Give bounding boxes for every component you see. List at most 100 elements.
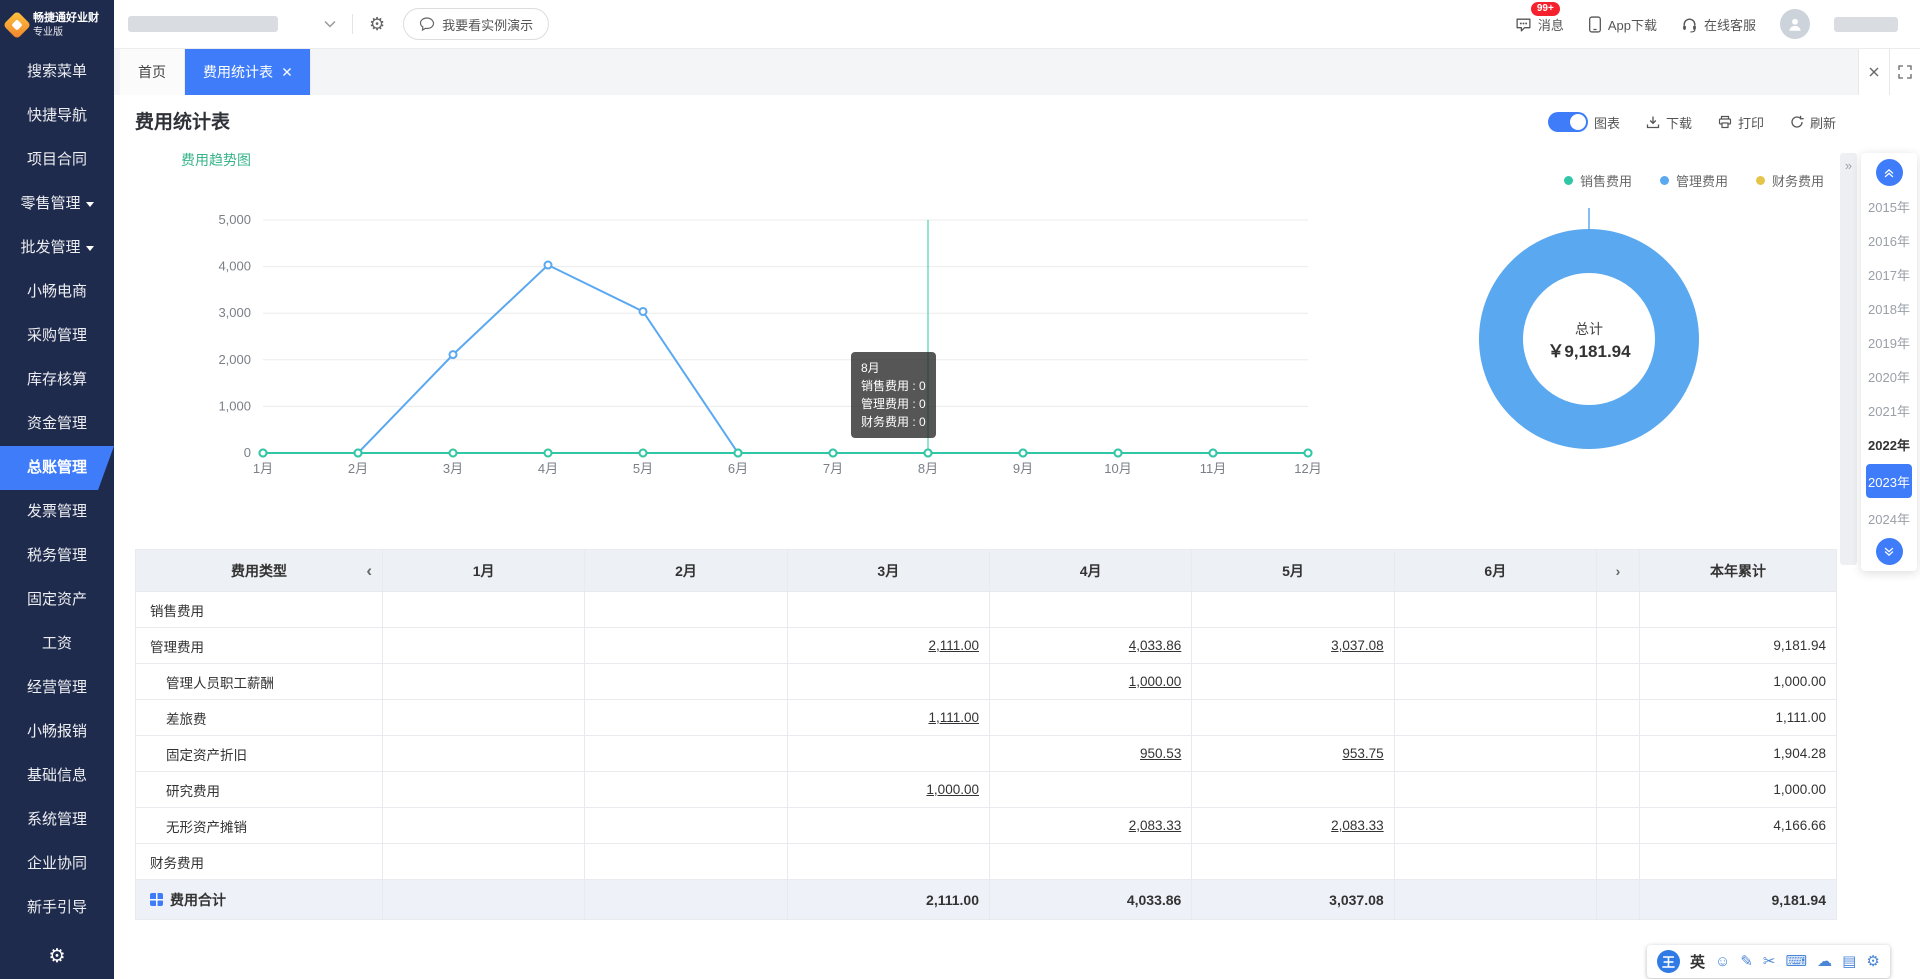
year-item[interactable]: 2020年: [1868, 369, 1910, 385]
cloud-icon[interactable]: ☁: [1817, 953, 1833, 970]
month-value-cell: 1,000.00: [990, 664, 1193, 699]
prev-months-button[interactable]: ‹: [366, 561, 372, 580]
topbar-right: 99+ 消息 App下载 在线客服: [1515, 1, 1898, 39]
month-value-cell: 4,033.86: [990, 628, 1193, 663]
sidebar-item[interactable]: 经营管理: [0, 666, 114, 710]
person-icon: [1789, 18, 1801, 31]
table-row: 固定资产折旧 950.53 953.75 1,904.28: [136, 736, 1836, 772]
value-link[interactable]: 2,083.33: [1128, 818, 1182, 833]
month-value-cell: 2,083.33: [990, 808, 1193, 843]
table-row: 管理费用 2,111.00 4,033.86 3,037.08 9,181.94: [136, 628, 1836, 664]
avatar[interactable]: [1780, 9, 1810, 39]
year-item[interactable]: 2022年: [1868, 437, 1910, 453]
year-item[interactable]: 2019年: [1868, 335, 1910, 351]
download-button[interactable]: 下载: [1646, 113, 1692, 132]
ime-logo[interactable]: 王: [1657, 950, 1680, 973]
sidebar-item[interactable]: 发票管理: [0, 490, 114, 534]
print-button[interactable]: 打印: [1718, 113, 1764, 132]
scroll-down-button[interactable]: [1875, 538, 1903, 565]
year-panel-collapse[interactable]: »: [1840, 153, 1857, 565]
legend-item[interactable]: 管理费用: [1659, 171, 1728, 190]
sidebar-item[interactable]: 企业协同: [0, 842, 114, 886]
next-months-button[interactable]: ›: [1597, 550, 1640, 591]
value-link[interactable]: 2,111.00: [928, 638, 979, 653]
scroll-up-button[interactable]: [1875, 159, 1903, 186]
sidebar-item[interactable]: 批发管理: [0, 226, 114, 270]
sidebar-item[interactable]: 项目合同: [0, 138, 114, 182]
year-item[interactable]: 2021年: [1868, 403, 1910, 419]
legend-item[interactable]: 销售费用: [1563, 171, 1632, 190]
value-link[interactable]: 1,000.00: [926, 782, 979, 797]
sidebar-item[interactable]: 零售管理: [0, 182, 114, 226]
demo-button[interactable]: 我要看实例演示: [403, 8, 550, 40]
sidebar-item[interactable]: 固定资产: [0, 578, 114, 622]
year-item[interactable]: 2015年: [1868, 199, 1910, 215]
sidebar-item[interactable]: 工资: [0, 622, 114, 666]
refresh-button[interactable]: 刷新: [1790, 113, 1836, 132]
year-item[interactable]: 2016年: [1868, 233, 1910, 249]
sidebar-item[interactable]: 搜索菜单: [0, 50, 114, 94]
scissors-icon[interactable]: ✂: [1762, 953, 1776, 970]
support-button[interactable]: 在线客服: [1681, 15, 1756, 34]
sidebar-item[interactable]: 库存核算: [0, 358, 114, 402]
value-link[interactable]: 4,033.86: [1128, 638, 1182, 653]
month-value-cell: [1395, 844, 1597, 879]
logo-subtitle: 专业版: [33, 26, 63, 38]
chat-bubble-icon: [420, 17, 435, 32]
chart-toggle-group[interactable]: 图表: [1547, 112, 1620, 132]
sidebar-item[interactable]: 资金管理: [0, 402, 114, 446]
sidebar-item[interactable]: 基础信息: [0, 754, 114, 798]
year-item[interactable]: 2017年: [1868, 267, 1910, 283]
sidebar-item[interactable]: 快捷导航: [0, 94, 114, 138]
gear-icon: ⚙: [48, 945, 66, 967]
chart-toggle[interactable]: [1547, 112, 1588, 132]
close-tab-icon[interactable]: [282, 67, 292, 77]
sidebar-item[interactable]: 采购管理: [0, 314, 114, 358]
gear-icon: ⚙: [369, 13, 386, 34]
messages-button[interactable]: 99+ 消息: [1515, 1, 1564, 34]
tab-expense-report[interactable]: 费用统计表: [185, 49, 311, 95]
tab-home[interactable]: 首页: [120, 49, 185, 95]
year-item[interactable]: 2024年: [1868, 511, 1910, 527]
sidebar-item[interactable]: 系统管理: [0, 798, 114, 842]
sidebar-item[interactable]: 税务管理: [0, 534, 114, 578]
donut-ring[interactable]: [1479, 229, 1699, 449]
sidebar-item[interactable]: 总账管理: [0, 446, 114, 490]
close-all-tabs-button[interactable]: [1858, 49, 1889, 95]
sidebar-item-label: 库存核算: [26, 371, 87, 388]
app-download-label: App下载: [1607, 17, 1657, 33]
sidebar-item-label: 小畅电商: [26, 283, 87, 300]
legend-dot-icon: [1659, 176, 1669, 185]
year-item[interactable]: 2023年: [1866, 464, 1912, 498]
year-item[interactable]: 2018年: [1868, 301, 1910, 317]
pen-icon[interactable]: ✎: [1740, 953, 1753, 970]
value-link[interactable]: 950.53: [1140, 746, 1182, 761]
app-download-button[interactable]: App下载: [1588, 15, 1657, 34]
value-link[interactable]: 1,111.00: [928, 710, 979, 725]
table-header-row: 费用类型 ‹ 1月 2月 3月 4月 5月 6月 › 本年累计: [136, 550, 1836, 592]
keyboard-icon[interactable]: ⌨: [1785, 953, 1808, 970]
ime-language-toggle[interactable]: 英: [1690, 954, 1706, 971]
svg-text:0: 0: [244, 445, 251, 460]
value-link[interactable]: 1,000.00: [1128, 674, 1182, 689]
sidebar-menu: 搜索菜单 快捷导航 项目合同 零售管理批发管理小畅电商采购管理库存核算资金管理 总账管理…: [0, 50, 114, 933]
sidebar-settings-button[interactable]: ⚙: [0, 933, 114, 979]
settings-icon[interactable]: ⚙: [1866, 953, 1880, 970]
grid-icon[interactable]: ▤: [1842, 953, 1857, 970]
username-redacted: [1834, 16, 1898, 32]
settings-gear-button[interactable]: ⚙: [369, 14, 385, 35]
value-link[interactable]: 953.75: [1342, 746, 1384, 761]
org-select[interactable]: [128, 16, 336, 32]
page-toolbar: 图表 下载 打印 刷新: [1547, 112, 1836, 132]
sidebar-item-label: 批发管理: [20, 239, 81, 256]
value-link[interactable]: 2,083.33: [1331, 818, 1384, 833]
footer-total-cell: 9,181.94: [1771, 891, 1826, 908]
value-link[interactable]: 3,037.08: [1331, 638, 1384, 653]
sidebar-item[interactable]: 小畅电商: [0, 270, 114, 314]
emoji-icon[interactable]: ☺: [1715, 953, 1731, 970]
sidebar-item[interactable]: 新手引导: [0, 886, 114, 930]
sidebar-item[interactable]: 小畅报销: [0, 710, 114, 754]
fullscreen-button[interactable]: [1889, 49, 1920, 95]
month-value-cell: [585, 700, 788, 735]
legend-item[interactable]: 财务费用: [1755, 171, 1824, 190]
